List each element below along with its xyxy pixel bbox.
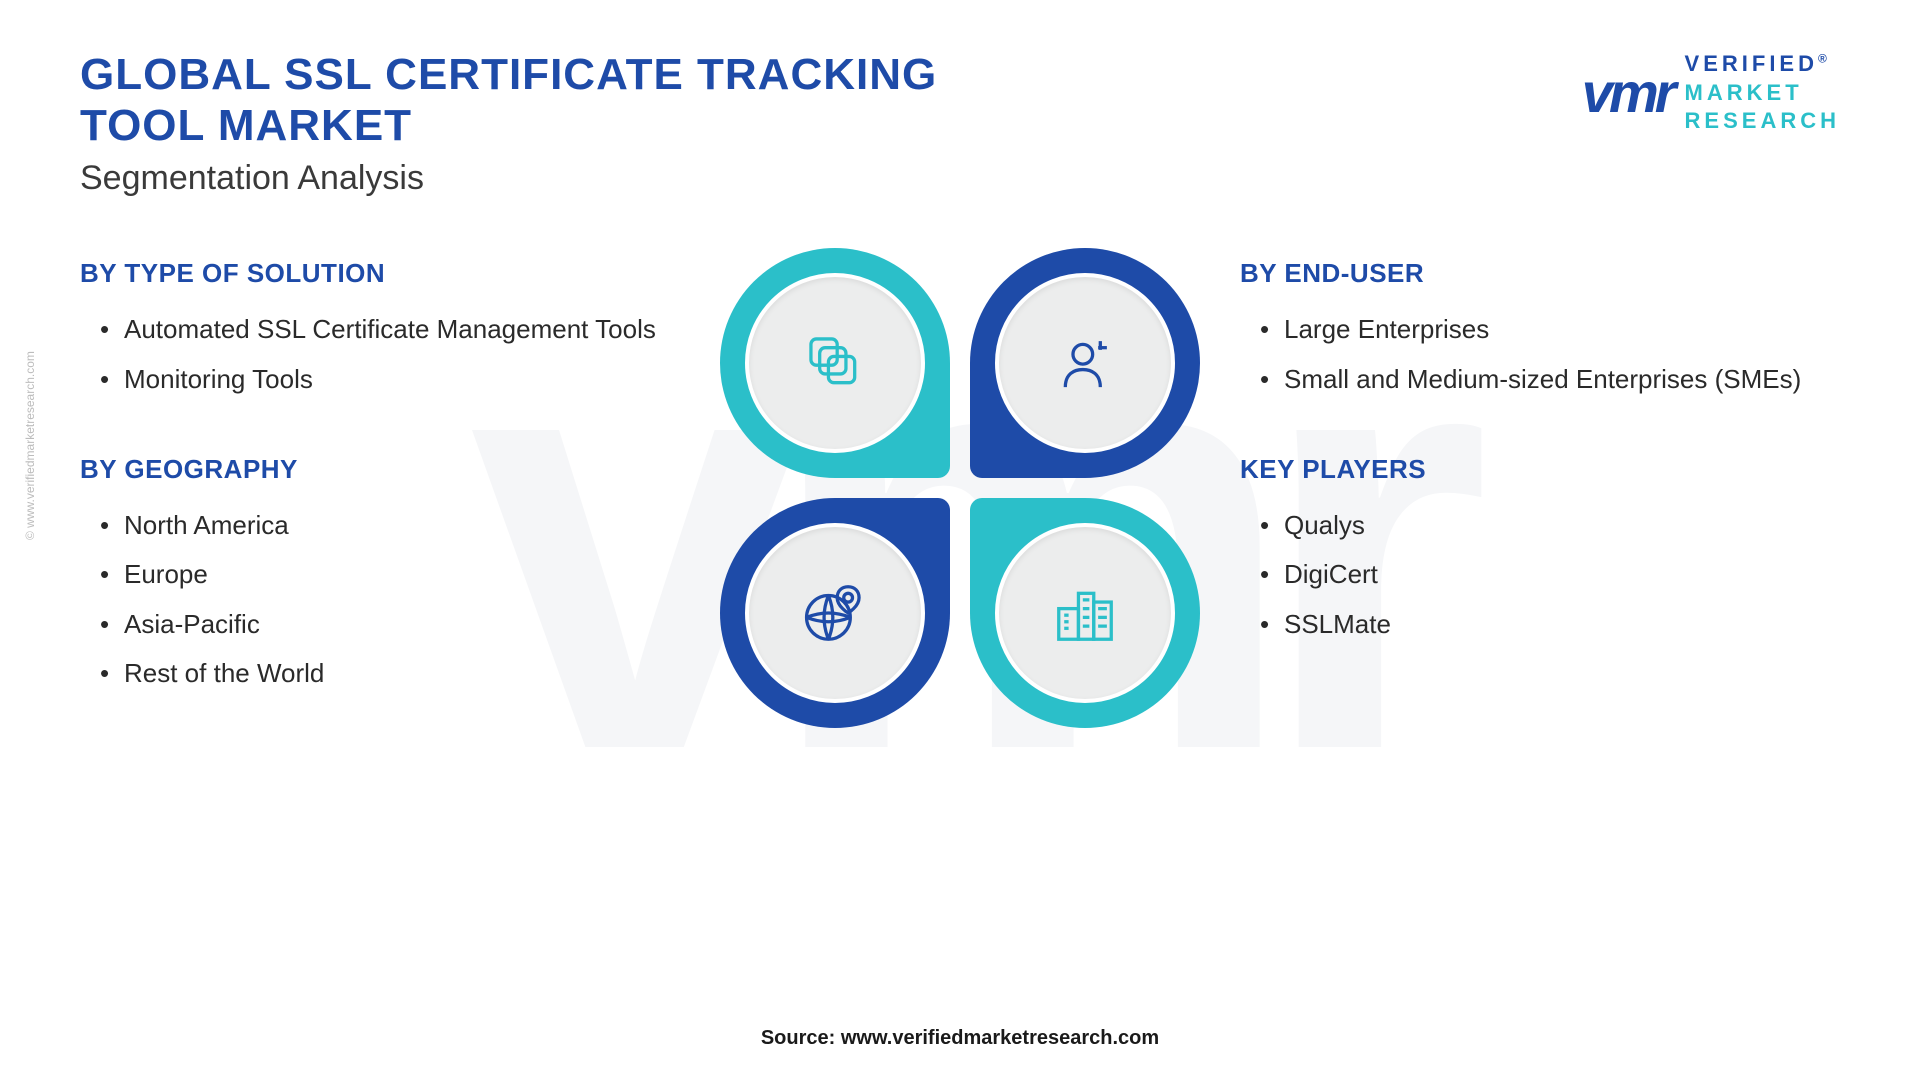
source-citation: Source: www.verifiedmarketresearch.com [761,1027,1159,1050]
page-title: GLOBAL SSL CERTIFICATE TRACKING TOOL MAR… [80,50,980,151]
petal-key-players [970,498,1200,728]
logo-line1: VERIFIED® [1685,50,1840,79]
list-item: Large Enterprises [1260,305,1840,354]
quadrant-diagram [710,238,1210,738]
segment-list: Large EnterprisesSmall and Medium-sized … [1240,305,1840,404]
petal-type-of-solution [720,248,950,478]
header: GLOBAL SSL CERTIFICATE TRACKING TOOL MAR… [80,50,1840,198]
segment-title: BY GEOGRAPHY [80,454,680,485]
list-item: Qualys [1260,501,1840,550]
petal-geography [720,498,950,728]
logo-line3: RESEARCH [1685,107,1840,136]
list-item: Asia-Pacific [100,600,680,649]
segment-title: BY END-USER [1240,258,1840,289]
buildings-icon [1050,578,1120,648]
globe-pin-icon [800,578,870,648]
stack-icon [800,328,870,398]
list-item: Europe [100,550,680,599]
segment-list: North AmericaEuropeAsia-PacificRest of t… [80,501,680,699]
segment-title: BY TYPE OF SOLUTION [80,258,680,289]
list-item: North America [100,501,680,550]
user-icon [1050,328,1120,398]
segment-type-of-solution: BY TYPE OF SOLUTION Automated SSL Certif… [80,258,680,404]
petal-end-user [970,248,1200,478]
list-item: SSLMate [1260,600,1840,649]
page-subtitle: Segmentation Analysis [80,159,980,198]
list-item: Automated SSL Certificate Management Too… [100,305,680,354]
segment-key-players: KEY PLAYERS QualysDigiCertSSLMate [1240,454,1840,649]
segment-list: Automated SSL Certificate Management Too… [80,305,680,404]
segment-end-user: BY END-USER Large EnterprisesSmall and M… [1240,258,1840,404]
list-item: Rest of the World [100,649,680,698]
list-item: Small and Medium-sized Enterprises (SMEs… [1260,355,1840,404]
segment-title: KEY PLAYERS [1240,454,1840,485]
segment-geography: BY GEOGRAPHY North AmericaEuropeAsia-Pac… [80,454,680,699]
side-watermark: © www.verifiedmarketresearch.com [23,351,37,540]
logo-mark: vmr [1582,60,1673,125]
list-item: Monitoring Tools [100,355,680,404]
segment-list: QualysDigiCertSSLMate [1240,501,1840,649]
list-item: DigiCert [1260,550,1840,599]
logo: vmr VERIFIED® MARKET RESEARCH [1582,50,1840,136]
logo-line2: MARKET [1685,79,1840,108]
